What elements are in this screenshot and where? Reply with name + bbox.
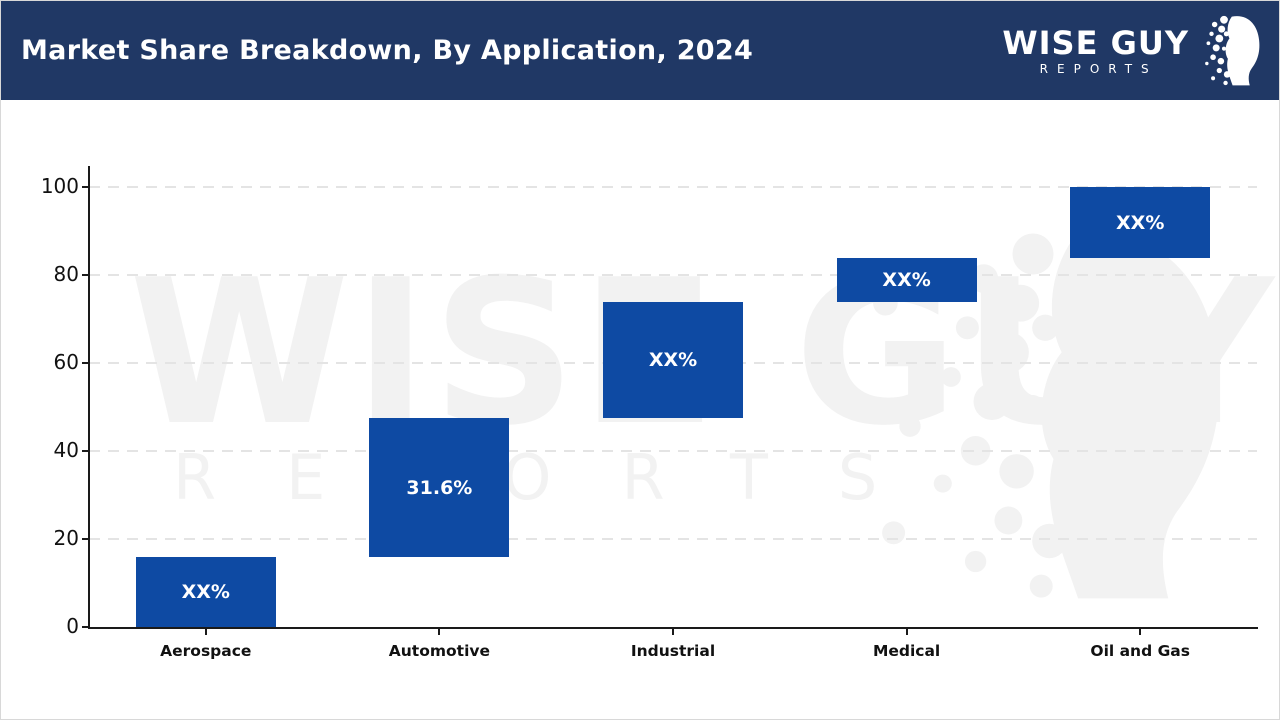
x-tickmark-oil-and-gas [1139,629,1142,635]
y-axis-line [88,166,90,629]
brand-logo: WISE GUY REPORTS [1002,8,1263,94]
x-axis-line [88,627,1258,629]
bar-industrial: XX% [603,302,743,419]
x-tickmark-automotive [438,629,441,635]
y-tickmark-60 [82,362,89,364]
y-tickmark-40 [82,450,89,452]
y-tickmark-80 [82,274,89,276]
bar-value-label-automotive: 31.6% [406,476,473,499]
x-category-label-medical: Medical [872,642,941,660]
brand-logo-text: WISE GUY REPORTS [1002,27,1189,75]
x-category-label-industrial: Industrial [630,642,716,660]
x-tickmark-industrial [672,629,674,635]
bar-value-label-aerospace: XX% [181,581,230,604]
brand-name: WISE GUY [1002,23,1189,62]
y-tickmark-0 [82,626,89,628]
x-tickmark-aerospace [204,629,207,635]
gridline-100 [89,186,1257,188]
x-category-label-oil-and-gas: Oil and Gas [1090,642,1190,660]
y-tick-label-60: 60 [53,350,79,374]
y-tickmark-20 [82,538,89,540]
brand-face-icon [1205,15,1260,85]
bar-automotive: 31.6% [369,418,510,558]
gridline-20 [89,538,1257,540]
gridline-80 [89,274,1257,276]
brand-tagline: REPORTS [1039,61,1158,76]
y-tick-label-100: 100 [40,174,79,198]
bar-value-label-oil-and-gas: XX% [1116,211,1165,234]
header-bar: Market Share Breakdown, By Application, … [1,1,1279,100]
bar-medical: XX% [836,258,977,303]
gridline-40 [89,450,1257,452]
y-tick-label-40: 40 [53,438,79,462]
y-tick-label-20: 20 [53,526,79,550]
y-tickmark-100 [82,186,89,188]
bar-value-label-industrial: XX% [648,349,698,372]
x-tickmark-medical [905,629,908,635]
y-tick-label-80: 80 [53,262,79,286]
bar-aerospace: XX% [135,557,276,627]
y-tick-label-0: 0 [66,614,79,638]
x-category-label-aerospace: Aerospace [160,642,252,660]
bar-value-label-medical: XX% [882,269,931,292]
chart-title: Market Share Breakdown, By Application, … [21,35,754,66]
x-category-label-automotive: Automotive [388,642,490,660]
bar-oil-and-gas: XX% [1070,187,1211,259]
